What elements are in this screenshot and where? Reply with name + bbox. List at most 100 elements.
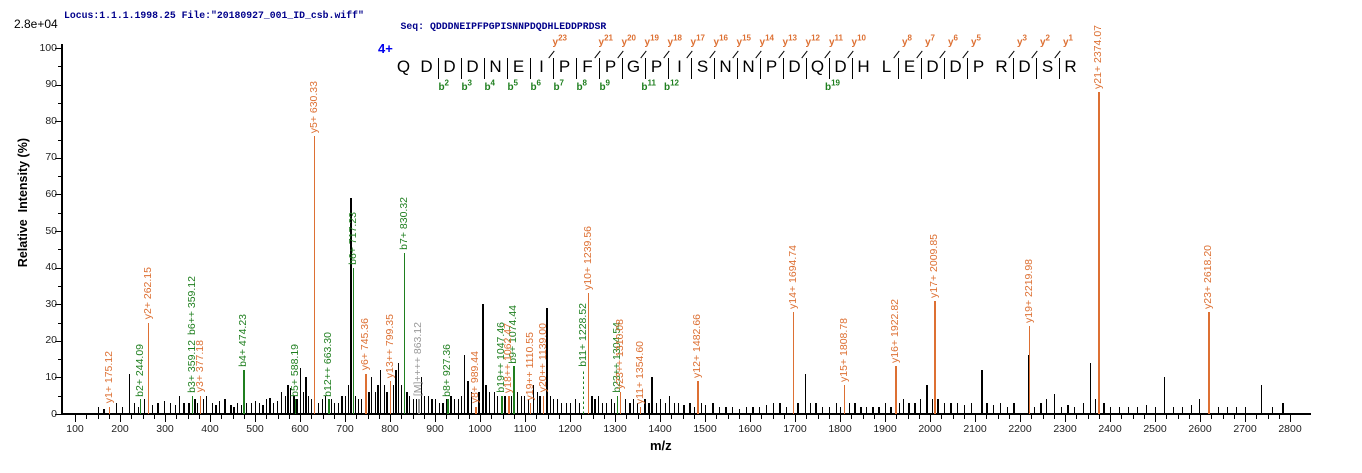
x-axis-tick bbox=[1053, 414, 1055, 419]
peak bbox=[485, 384, 487, 414]
x-axis-tick-label: 2400 bbox=[1098, 423, 1122, 435]
residue-letter: Q bbox=[396, 57, 411, 76]
peak-annotation-label: y11+ 1354.60 bbox=[633, 340, 646, 404]
annotated-peak bbox=[365, 373, 367, 414]
fragment-cleavage-bar bbox=[920, 58, 922, 79]
y-axis-tick bbox=[57, 249, 61, 251]
x-axis-tick bbox=[761, 414, 763, 419]
peak-annotation-label: y16+ 1922.82 bbox=[889, 299, 902, 364]
y-axis-tick bbox=[55, 84, 61, 86]
peak bbox=[333, 403, 336, 414]
annotated-peak bbox=[389, 381, 392, 414]
x-axis-tick-label: 100 bbox=[66, 423, 84, 435]
peak bbox=[579, 403, 581, 414]
x-axis-tick bbox=[1065, 414, 1066, 422]
x-axis-tick-label: 2200 bbox=[1008, 423, 1032, 435]
x-axis-tick bbox=[1076, 414, 1078, 419]
peak bbox=[648, 403, 650, 414]
y-ion-label: y8 bbox=[901, 33, 912, 48]
peak-annotation-label: y23++ 1310.08 bbox=[613, 318, 626, 390]
peak bbox=[457, 399, 459, 414]
peak bbox=[240, 404, 242, 414]
peak-annotation-label: y14+ 1694.74 bbox=[786, 244, 799, 309]
residue-letter: Q bbox=[810, 57, 825, 76]
peak bbox=[442, 403, 444, 414]
y-ion-label: y20 bbox=[621, 33, 636, 48]
peak bbox=[1173, 406, 1175, 414]
peak-annotation-label: [M]++++ 863.12 bbox=[412, 322, 425, 397]
x-axis-tick bbox=[390, 414, 391, 422]
x-axis-tick bbox=[626, 414, 628, 419]
peak bbox=[296, 399, 298, 414]
peak bbox=[471, 392, 473, 414]
peak bbox=[115, 403, 117, 414]
y-axis-line bbox=[61, 44, 63, 414]
x-axis-tick-label: 1900 bbox=[873, 423, 897, 435]
peak bbox=[594, 399, 596, 414]
peak bbox=[809, 403, 812, 414]
peak bbox=[1282, 403, 1284, 414]
fragment-cleavage-bar bbox=[552, 58, 554, 79]
x-axis-tick bbox=[198, 414, 200, 419]
precursor-charge-label: 4+ bbox=[378, 41, 393, 56]
sequence-info: Seq: QDDDNEIPFPGPISNNPDQDHLEDDPRDSR bbox=[377, 10, 607, 43]
y-ion-label: y14 bbox=[759, 33, 774, 48]
peak bbox=[759, 406, 761, 414]
residue-letter: R bbox=[1064, 57, 1077, 76]
x-axis-tick bbox=[547, 414, 549, 419]
x-axis-tick bbox=[806, 414, 808, 419]
y-axis-tick bbox=[57, 66, 61, 68]
fragment-cleavage-bar bbox=[437, 58, 439, 79]
peak-annotation-label: y3+ 377.18 bbox=[193, 340, 206, 393]
annotated-peak bbox=[895, 366, 897, 414]
y-ion-label: y21 bbox=[598, 33, 613, 48]
fragment-cleavage-bar bbox=[943, 58, 945, 79]
annotated-peak bbox=[328, 399, 330, 414]
peak bbox=[1236, 406, 1238, 414]
peak bbox=[835, 403, 837, 414]
x-axis-tick bbox=[367, 414, 369, 419]
peak bbox=[822, 406, 824, 414]
x-axis-tick bbox=[322, 414, 324, 419]
x-axis-tick bbox=[1132, 414, 1134, 419]
y-axis-tick-label: 80 bbox=[45, 114, 57, 127]
residue-21: H bbox=[852, 57, 875, 81]
x-axis-tick bbox=[963, 414, 965, 419]
annotated-peak bbox=[513, 366, 515, 414]
annotated-peak bbox=[582, 370, 585, 414]
annotated-peak bbox=[243, 370, 245, 414]
peak bbox=[305, 377, 307, 414]
x-axis-tick-label: 900 bbox=[426, 423, 444, 435]
peak bbox=[920, 399, 922, 414]
peak-annotation-label: y18++ 1062.47 bbox=[502, 322, 515, 393]
annotated-peak bbox=[313, 135, 316, 414]
peak bbox=[330, 399, 332, 414]
peak bbox=[265, 399, 268, 414]
peak bbox=[287, 384, 289, 414]
peak bbox=[556, 399, 558, 414]
annotated-peak bbox=[447, 399, 449, 414]
peak bbox=[1272, 406, 1274, 414]
y-axis-tick bbox=[55, 304, 61, 306]
peak bbox=[237, 403, 239, 414]
x-axis-tick bbox=[75, 414, 76, 422]
y-axis-tick bbox=[55, 121, 61, 123]
peak bbox=[1028, 355, 1030, 414]
peak bbox=[262, 404, 264, 414]
peak bbox=[591, 395, 593, 414]
peak bbox=[970, 403, 972, 414]
x-axis-tick bbox=[1200, 414, 1201, 422]
peak bbox=[610, 399, 612, 414]
y-ion-label: y2 bbox=[1039, 33, 1050, 48]
x-axis-tick bbox=[345, 414, 346, 422]
y-axis-tick bbox=[55, 231, 61, 232]
peak bbox=[412, 399, 414, 414]
peak bbox=[276, 401, 278, 414]
x-axis-tick bbox=[266, 414, 268, 419]
x-axis-tick bbox=[772, 414, 774, 419]
